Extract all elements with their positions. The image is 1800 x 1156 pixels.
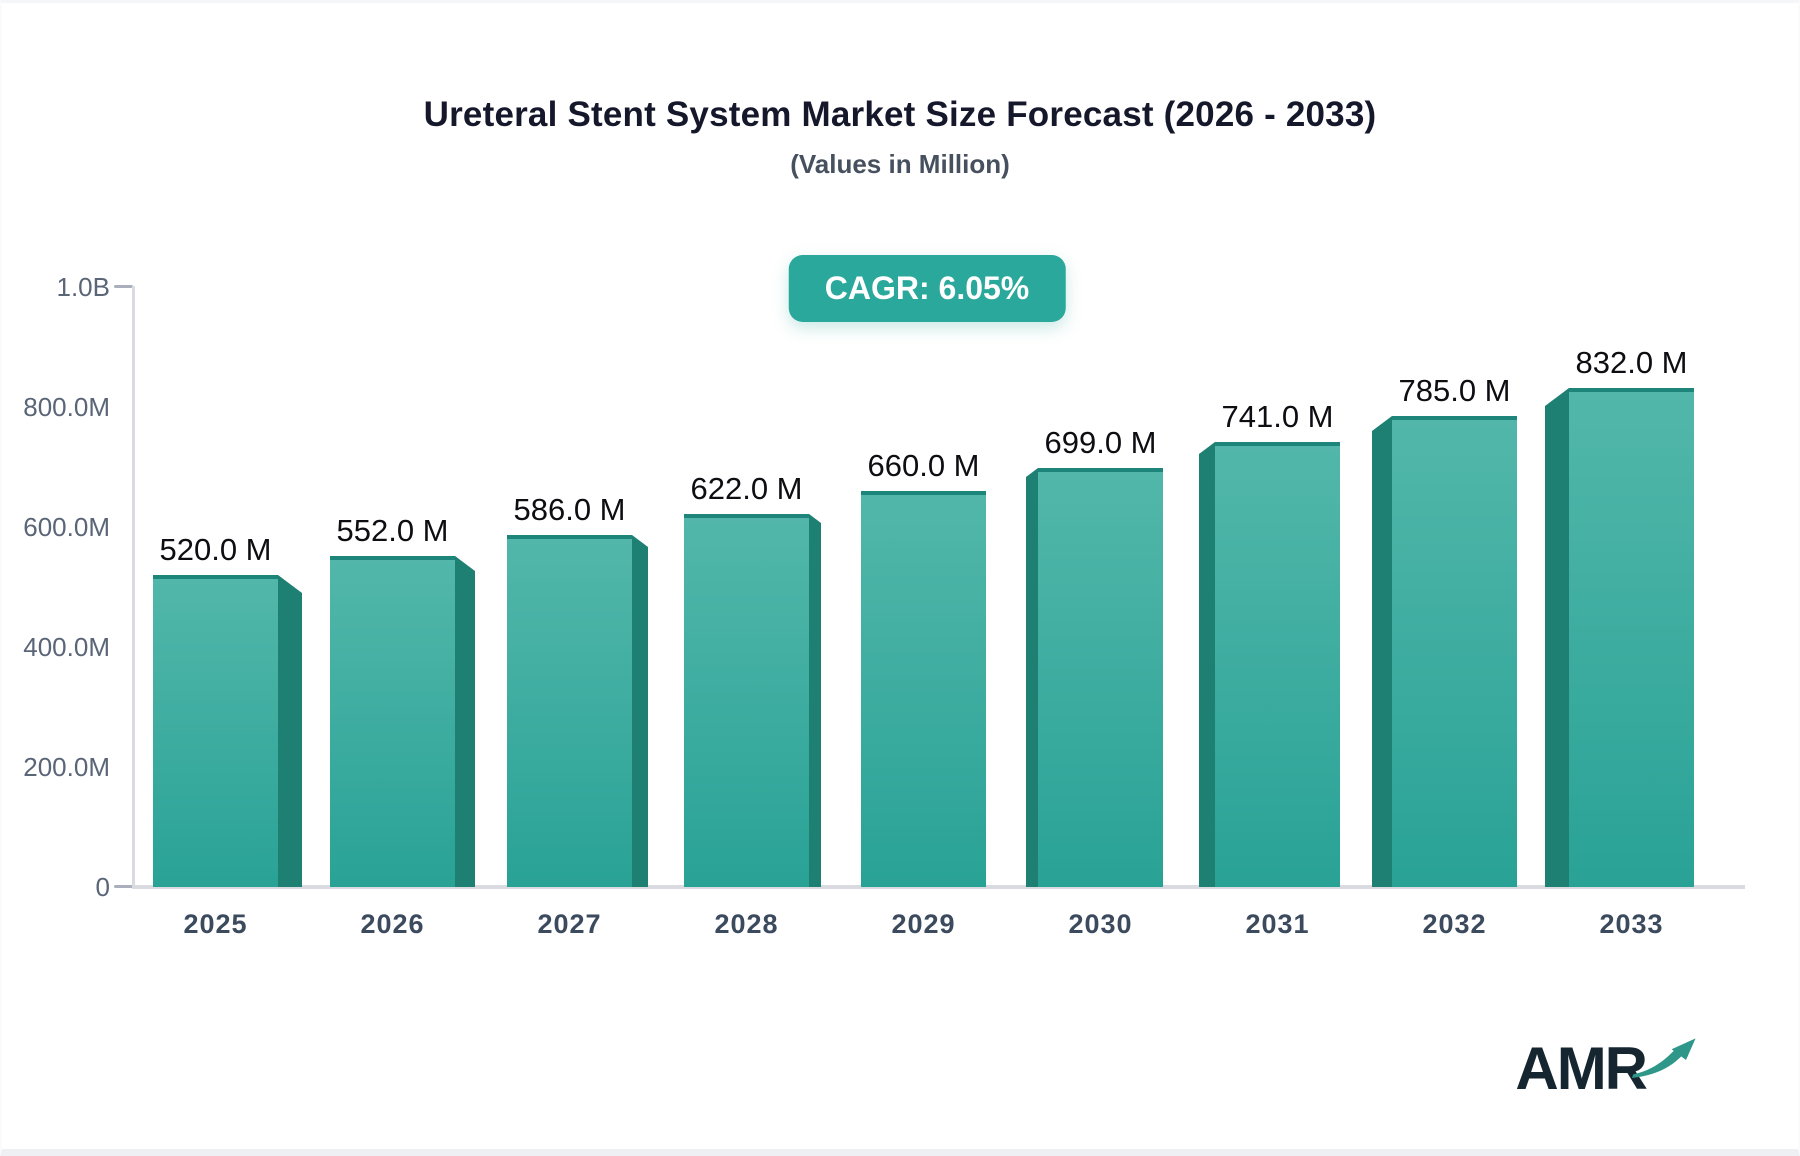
x-axis-label: 2026 — [360, 909, 425, 939]
bar-face[interactable] — [861, 491, 986, 887]
bar-value-label: 520.0 M — [159, 532, 272, 567]
y-axis-tick-label: 400.0M — [23, 632, 110, 662]
bar-group-2032: 785.0 M 2032 — [1372, 374, 1517, 939]
bar-side-3d — [1372, 416, 1392, 887]
bar-side-3d — [809, 514, 821, 887]
y-axis-tick-label: 0 — [95, 872, 110, 902]
x-axis-label: 2033 — [1599, 909, 1664, 939]
chart-title: Ureteral Stent System Market Size Foreca… — [423, 95, 1377, 134]
amr-logo-text: AMR — [1515, 1035, 1648, 1102]
bar-face[interactable] — [330, 556, 455, 887]
bar-group-2033: 832.0 M 2033 — [1545, 346, 1694, 939]
bar-side-3d — [1545, 388, 1569, 887]
y-axis-line — [132, 286, 135, 889]
x-axis-label: 2029 — [891, 909, 956, 939]
x-axis-label: 2028 — [714, 909, 779, 939]
bar-face[interactable] — [1215, 442, 1340, 887]
bar-face[interactable] — [1392, 416, 1517, 887]
bar-side-3d — [455, 556, 475, 887]
bar-value-label: 660.0 M — [867, 448, 980, 483]
cagr-badge: CAGR: 6.05% — [788, 255, 1066, 322]
plot-area: 1.0B 800.0M 600.0M 400.0M 200.0M 0 520.0 M 202… — [2, 3, 1798, 1149]
y-axis-tick-label: 200.0M — [23, 752, 110, 782]
y-axis-tick-label: 1.0B — [56, 272, 111, 302]
bar-group-2027: 586.0 M 2027 — [507, 493, 648, 939]
bar-group-2028: 622.0 M 2028 — [684, 472, 821, 939]
chart-subtitle: (Values in Million) — [790, 149, 1010, 179]
bar-face[interactable] — [507, 535, 632, 887]
bar-face[interactable] — [1569, 388, 1694, 887]
bar-group-2026: 552.0 M 2026 — [330, 514, 475, 939]
bar-value-label: 699.0 M — [1044, 425, 1157, 460]
bar-value-label: 622.0 M — [690, 471, 803, 506]
x-axis-label: 2025 — [183, 909, 248, 939]
y-axis-tick-label: 800.0M — [23, 392, 110, 422]
x-axis-label: 2032 — [1422, 909, 1487, 939]
bar-face[interactable] — [1038, 468, 1163, 887]
bar-value-label: 832.0 M — [1575, 345, 1688, 380]
bar-value-label: 741.0 M — [1221, 399, 1334, 434]
x-axis-label: 2031 — [1245, 909, 1310, 939]
bar-value-label: 552.0 M — [336, 513, 449, 548]
bar-side-3d — [1026, 468, 1038, 887]
bar-group-2025: 520.0 M 2025 — [153, 533, 302, 939]
trend-up-arrow-icon — [1632, 1038, 1696, 1078]
bar-group-2029: 660.0 M 2029 — [861, 449, 986, 939]
x-axis-line — [132, 885, 1745, 889]
bar-side-3d — [1199, 442, 1215, 887]
x-axis-label: 2027 — [537, 909, 602, 939]
y-axis-tick-label: 600.0M — [23, 512, 110, 542]
bar-value-label: 785.0 M — [1398, 373, 1511, 408]
x-axis-label: 2030 — [1068, 909, 1133, 939]
amr-logo: AMR — [1515, 1035, 1698, 1102]
bar-side-3d — [278, 575, 302, 887]
bar-face[interactable] — [153, 575, 278, 887]
bar-side-3d — [632, 535, 648, 887]
y-axis-tick-mark — [114, 285, 133, 288]
y-axis-tick-mark — [114, 885, 133, 888]
bar-group-2031: 741.0 M 2031 — [1199, 400, 1340, 939]
bar-face[interactable] — [684, 514, 809, 887]
bar-value-label: 586.0 M — [513, 492, 626, 527]
bar-group-2030: 699.0 M 2030 — [1026, 426, 1163, 939]
